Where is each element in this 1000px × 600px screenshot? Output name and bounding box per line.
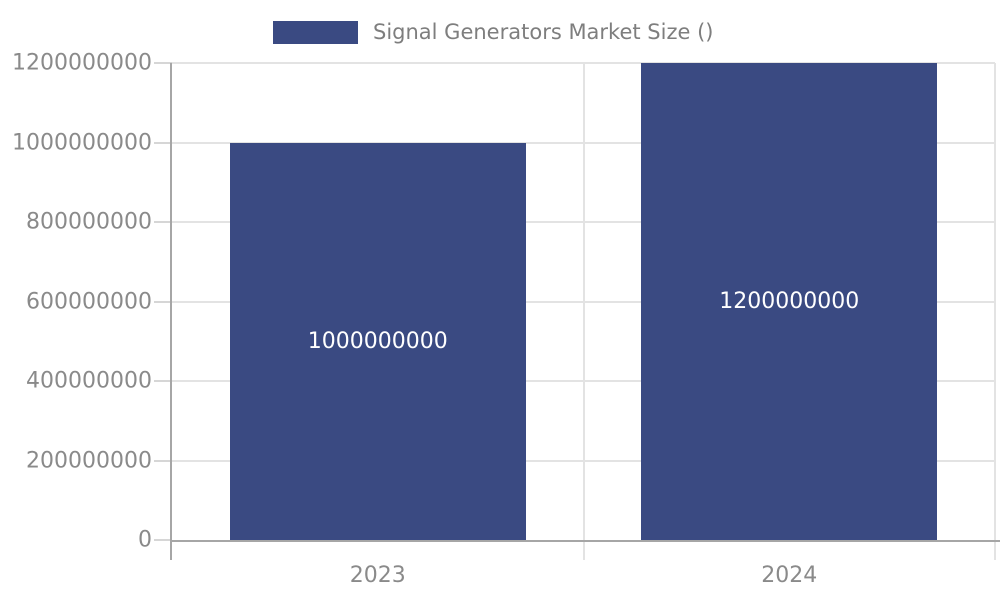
y-tick-label: 1200000000 (12, 50, 152, 76)
y-axis-tick (154, 380, 172, 382)
bar-value-label: 1200000000 (719, 289, 860, 314)
bar-value-label: 1000000000 (307, 328, 448, 354)
y-axis-line (170, 63, 172, 560)
y-axis-tick (154, 539, 172, 541)
bar: 1200000000 (641, 63, 938, 540)
y-tick-label: 400000000 (26, 368, 152, 394)
x-tick-label: 2024 (761, 563, 818, 588)
y-axis-tick (154, 141, 172, 144)
category-boundary-line (582, 63, 585, 560)
category-boundary-line (994, 63, 996, 560)
y-tick-label: 0 (138, 527, 152, 553)
legend-label: Signal Generators Market Size () (373, 20, 714, 44)
y-tick-label: 600000000 (26, 289, 152, 314)
legend-item[interactable]: Signal Generators Market Size () (273, 20, 713, 44)
y-axis-tick (154, 221, 172, 223)
y-axis-tick (154, 459, 172, 462)
bar: 1000000000 (229, 142, 526, 540)
legend-swatch (273, 20, 358, 44)
y-tick-label: 800000000 (26, 209, 152, 235)
x-axis-line (170, 540, 1000, 542)
y-axis-tick (154, 300, 172, 303)
y-axis-tick (154, 62, 172, 64)
y-tick-label: 200000000 (26, 448, 152, 473)
y-tick-label: 1000000000 (12, 130, 152, 155)
x-tick-label: 2023 (349, 563, 406, 588)
